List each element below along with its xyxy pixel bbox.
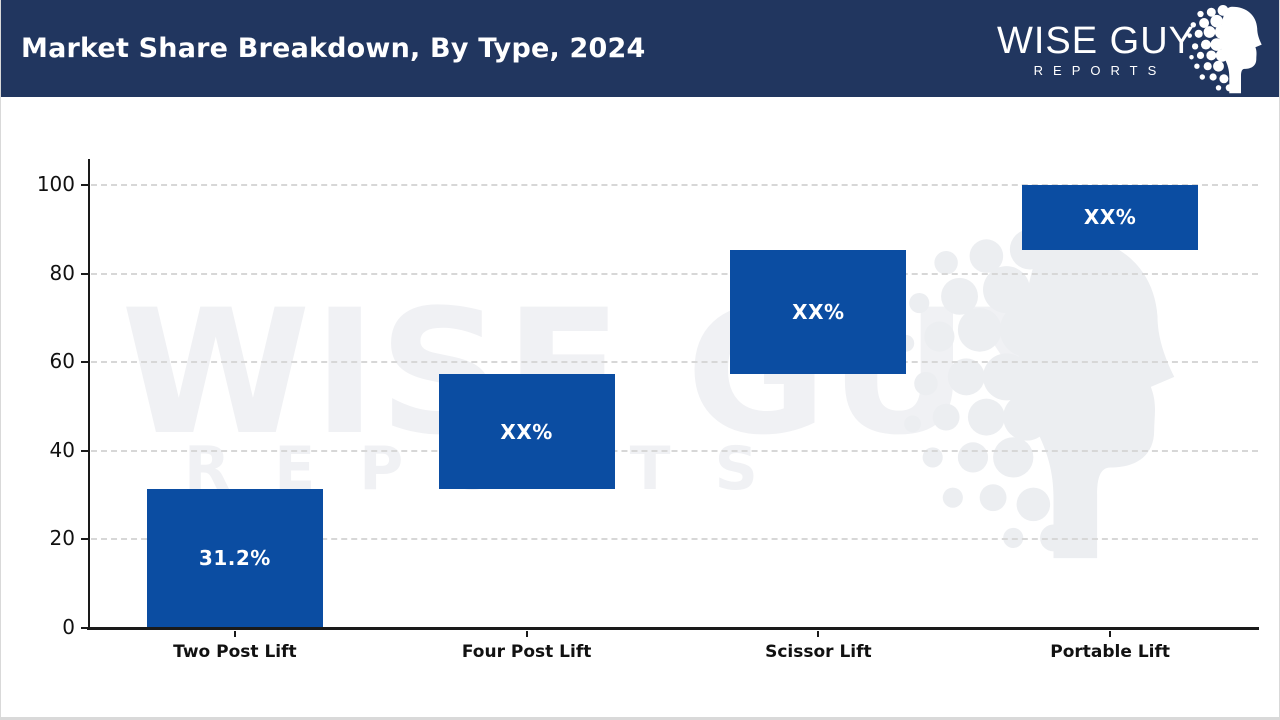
bar-portable-lift: XX% <box>1022 185 1199 250</box>
gridline-20 <box>91 538 1258 540</box>
category-label: Four Post Lift <box>461 641 592 662</box>
y-tick-label: 80 <box>49 260 75 285</box>
category-label: Two Post Lift <box>173 641 297 662</box>
y-tick-label: 40 <box>49 437 75 462</box>
bar-value-label: XX% <box>1083 205 1137 230</box>
x-axis-line <box>87 627 1259 630</box>
y-tick-mark <box>81 626 89 629</box>
x-tick-mark <box>817 630 820 637</box>
page-title: Market Share Breakdown, By Type, 2024 <box>21 33 646 64</box>
y-tick-label: 100 <box>36 172 75 196</box>
y-tick-label: 20 <box>49 526 75 550</box>
logo-wordmark: WISE GUY <box>996 20 1195 62</box>
gridline-60 <box>91 361 1258 363</box>
bar-value-label: XX% <box>792 299 845 324</box>
dotted-head-profile-icon <box>1187 4 1262 93</box>
gridline-80 <box>91 272 1258 275</box>
y-tick-mark <box>81 272 89 275</box>
bar-scissor-lift: XX% <box>730 249 907 375</box>
category-label: Portable Lift <box>1050 641 1170 662</box>
gridline-100 <box>91 184 1258 186</box>
y-tick-mark <box>81 538 89 540</box>
x-tick-mark <box>1109 630 1112 637</box>
category-label: Scissor Lift <box>765 641 872 662</box>
bar-value-label: XX% <box>500 419 553 444</box>
watermark-dotted-head-profile-icon <box>897 229 1175 559</box>
y-tick-label: 0 <box>62 614 75 639</box>
bar-four-post-lift: XX% <box>438 374 615 490</box>
y-tick-mark <box>81 184 89 186</box>
bar-two-post-lift: 31.2% <box>146 489 323 628</box>
y-tick-label: 60 <box>49 349 75 373</box>
bar-value-label: 31.2% <box>198 546 271 571</box>
gridline-40 <box>91 449 1258 452</box>
logo-subtitle: REPORTS <box>1033 63 1167 78</box>
y-axis-line <box>88 159 90 630</box>
x-tick-mark <box>233 630 236 637</box>
y-tick-mark <box>81 449 89 452</box>
y-tick-mark <box>81 361 89 363</box>
header-bar: Market Share Breakdown, By Type, 2024 WI… <box>1 0 1279 97</box>
x-tick-mark <box>525 630 528 637</box>
wise-guy-reports-logo: WISE GUY REPORTS <box>997 4 1279 95</box>
logo-text: WISE GUY REPORTS <box>997 22 1195 77</box>
